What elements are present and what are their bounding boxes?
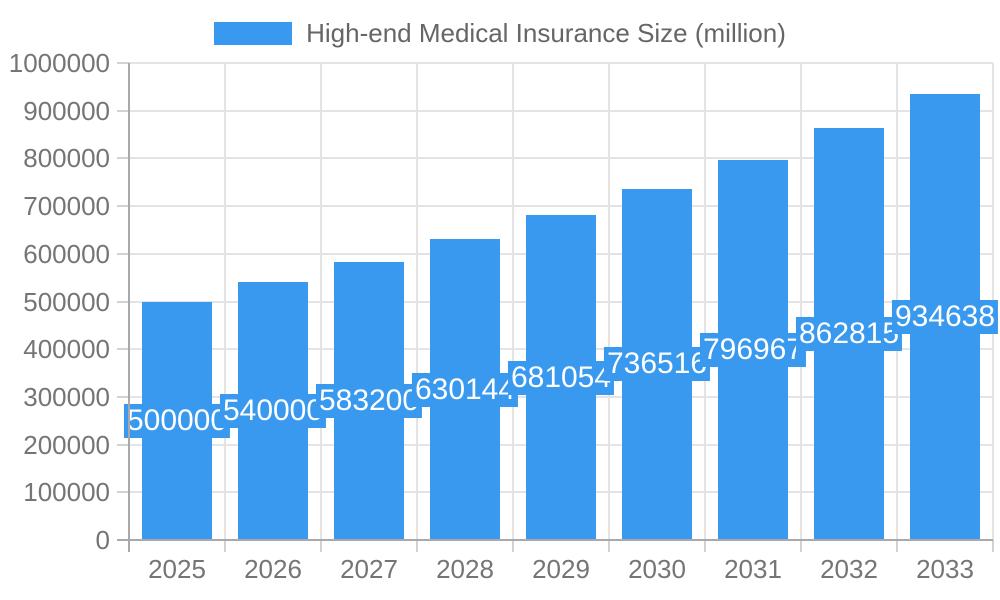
x-axis-line bbox=[117, 539, 993, 541]
y-axis-tick bbox=[117, 491, 129, 494]
bar-value-label: 681054 bbox=[507, 360, 615, 395]
y-axis-tick bbox=[117, 348, 129, 351]
x-axis-tick bbox=[896, 540, 898, 552]
x-axis-tick bbox=[704, 540, 706, 552]
legend-label: High-end Medical Insurance Size (million… bbox=[306, 18, 786, 48]
x-axis-tick bbox=[512, 540, 514, 552]
bar-value-label: 500000 bbox=[123, 403, 231, 438]
y-axis-tick-label: 900000 bbox=[23, 95, 110, 126]
bar-value-label: 630144 bbox=[411, 372, 519, 407]
x-axis-tick bbox=[320, 540, 322, 552]
y-axis-tick-label: 100000 bbox=[23, 477, 110, 508]
y-axis-tick-label: 1000000 bbox=[8, 48, 110, 78]
y-axis-tick bbox=[117, 205, 129, 208]
y-axis-tick bbox=[117, 300, 129, 303]
gridline-horizontal bbox=[129, 205, 993, 208]
x-axis-tick-label: 2027 bbox=[340, 554, 398, 584]
y-axis-tick bbox=[117, 109, 129, 112]
gridline-horizontal bbox=[129, 109, 993, 112]
chart-legend[interactable]: High-end Medical Insurance Size (million… bbox=[0, 20, 1000, 47]
gridline-vertical bbox=[224, 63, 226, 540]
gridline-horizontal bbox=[129, 62, 993, 64]
y-axis-tick-label: 300000 bbox=[23, 381, 110, 412]
gridline-vertical bbox=[704, 63, 706, 540]
y-axis-tick bbox=[117, 443, 129, 446]
y-axis-tick-label: 400000 bbox=[23, 334, 110, 365]
y-axis-line bbox=[128, 63, 130, 552]
gridline-horizontal bbox=[129, 157, 993, 160]
gridline-vertical bbox=[608, 63, 610, 540]
gridline-vertical bbox=[320, 63, 322, 540]
x-axis-tick bbox=[416, 540, 418, 552]
x-axis-tick-label: 2025 bbox=[148, 554, 206, 584]
bar-value-label: 862815 bbox=[795, 317, 903, 352]
y-axis-tick bbox=[117, 395, 129, 398]
y-axis-tick-label: 700000 bbox=[23, 191, 110, 222]
x-axis-tick bbox=[224, 540, 226, 552]
y-axis-tick bbox=[117, 252, 129, 255]
x-axis-tick-label: 2031 bbox=[724, 554, 782, 584]
y-axis-tick-label: 600000 bbox=[23, 238, 110, 269]
y-axis-tick bbox=[117, 62, 129, 64]
x-axis-tick-label: 2026 bbox=[244, 554, 302, 584]
x-axis-tick bbox=[992, 540, 994, 552]
x-axis-tick bbox=[608, 540, 610, 552]
x-axis-tick-label: 2028 bbox=[436, 554, 494, 584]
bar-value-label: 796967 bbox=[699, 332, 807, 367]
x-axis-tick bbox=[800, 540, 802, 552]
y-axis-tick-label: 0 bbox=[95, 525, 110, 555]
legend-color-swatch bbox=[214, 22, 293, 45]
bar-value-label: 736516 bbox=[603, 347, 711, 382]
y-axis-tick-label: 500000 bbox=[23, 286, 110, 317]
gridline-vertical bbox=[416, 63, 418, 540]
x-axis-tick-label: 2029 bbox=[532, 554, 590, 584]
x-axis-tick-label: 2032 bbox=[820, 554, 878, 584]
x-axis-tick-label: 2033 bbox=[916, 554, 974, 584]
bar-value-label: 583200 bbox=[315, 383, 423, 418]
x-axis-tick-label: 2030 bbox=[628, 554, 686, 584]
y-axis-tick-label: 800000 bbox=[23, 143, 110, 174]
gridline-vertical bbox=[512, 63, 514, 540]
bar-value-label: 934638 bbox=[891, 300, 999, 335]
y-axis-tick bbox=[117, 157, 129, 160]
y-axis-tick-label: 200000 bbox=[23, 429, 110, 460]
bar-value-label: 540000 bbox=[219, 394, 327, 429]
gridline-vertical bbox=[800, 63, 802, 540]
